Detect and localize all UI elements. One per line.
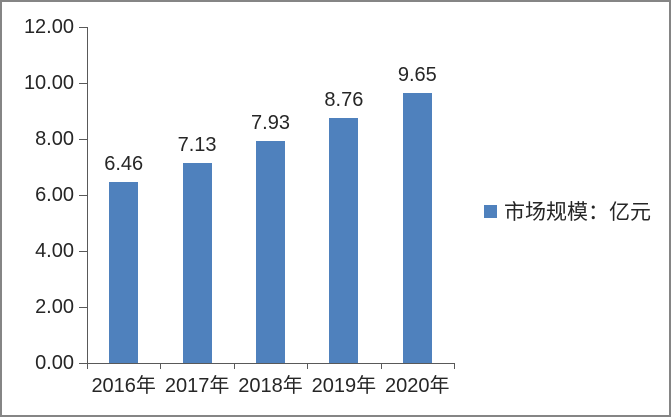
x-axis-tick (307, 364, 309, 369)
bar-2017年 (182, 163, 212, 363)
legend-series-label: 市场规模：亿元 (504, 201, 651, 224)
y-axis-tick (79, 83, 87, 84)
x-axis-category-label: 2017年 (164, 375, 230, 397)
bar-value-label: 7.13 (177, 134, 217, 157)
y-axis-tick (79, 139, 87, 140)
y-axis-tick (79, 27, 87, 28)
y-axis-tick (79, 363, 87, 364)
legend: 市场规模：亿元 (484, 196, 651, 226)
y-axis-tick-label: 6.00 (35, 184, 74, 206)
y-axis-tick-label: 8.00 (35, 128, 74, 150)
y-axis-tick-label: 12.00 (23, 16, 74, 38)
x-axis-tick (233, 364, 235, 369)
x-axis-tick (380, 364, 382, 369)
x-axis-category-label: 2020年 (385, 375, 450, 397)
bar-2020年 (402, 92, 432, 363)
x-axis-tick (87, 364, 88, 369)
x-axis-category-label: 2019年 (311, 375, 377, 397)
bar-2018年 (256, 140, 285, 363)
y-axis-tick-label: 0.00 (35, 352, 74, 374)
y-axis-tick (79, 251, 87, 252)
bar-2019年 (329, 117, 359, 363)
x-axis-category-label: 2018年 (238, 375, 303, 397)
bar-value-label: 7.93 (251, 111, 290, 134)
x-axis-category-label: 2016年 (91, 375, 156, 397)
y-axis-tick-label: 2.00 (35, 296, 74, 318)
bar-value-label: 8.76 (324, 88, 364, 111)
y-axis-line (87, 27, 88, 364)
y-axis-tick-label: 10.00 (23, 72, 74, 94)
y-axis-tick (79, 195, 87, 196)
y-axis-tick-label: 4.00 (35, 240, 74, 262)
y-axis-tick (79, 307, 87, 308)
x-axis-tick (160, 364, 162, 369)
bar-2016年 (109, 182, 139, 363)
bar-value-label: 9.65 (397, 63, 437, 86)
legend-marker-icon (484, 204, 497, 218)
x-axis-tick (454, 364, 455, 369)
bar-value-label: 6.46 (104, 153, 144, 176)
x-axis-line (87, 363, 455, 364)
